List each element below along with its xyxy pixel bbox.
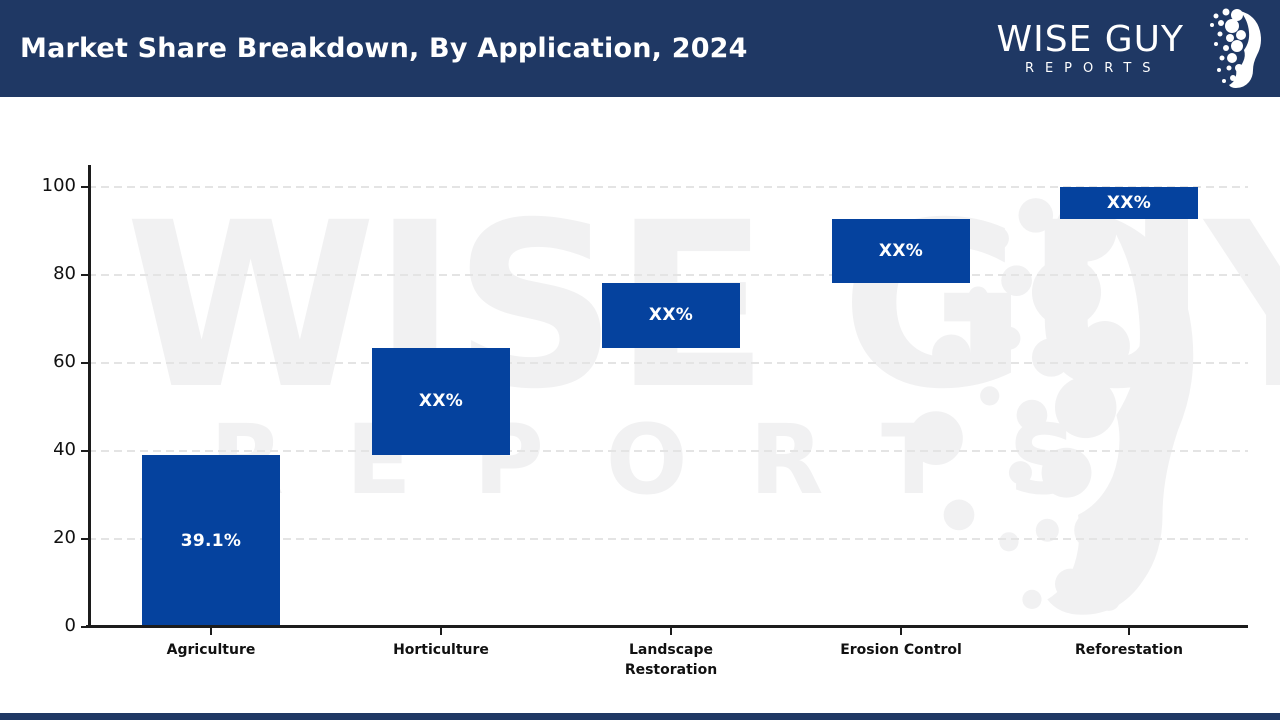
header: Market Share Breakdown, By Application, …: [0, 0, 1280, 97]
bar-value-label: XX%: [418, 391, 464, 412]
gridline: [88, 186, 1248, 188]
x-tick-mark: [440, 628, 442, 635]
bar-agriculture: 39.1%: [142, 454, 280, 627]
y-tick-mark: [81, 362, 88, 364]
x-tick-mark: [210, 628, 212, 635]
y-tick-mark: [81, 450, 88, 452]
bar-value-label: XX%: [1106, 193, 1152, 214]
y-tick-label: 0: [64, 615, 76, 636]
x-tick-mark: [670, 628, 672, 635]
category-label: Landscape Restoration: [624, 642, 718, 679]
bar-erosion-control: XX%: [832, 219, 970, 283]
x-axis-line: [86, 625, 1248, 628]
category-label: Horticulture: [393, 642, 489, 658]
x-tick-mark: [1128, 628, 1130, 635]
bar-value-label: XX%: [648, 305, 694, 326]
y-tick-mark: [81, 274, 88, 276]
logo-word: WISE GUY: [996, 18, 1184, 60]
gridline: [88, 450, 1248, 452]
gridline: [88, 274, 1248, 276]
y-tick-label: 100: [41, 175, 76, 196]
y-tick-label: 20: [53, 527, 76, 548]
logo-subword: REPORTS: [1024, 60, 1162, 76]
y-tick-label: 80: [53, 263, 76, 284]
bar-reforestation: XX%: [1060, 187, 1198, 220]
wiseguy-logo: WISE GUY REPORTS: [997, 5, 1280, 93]
logo-head-icon: [1210, 8, 1261, 88]
bar-value-label: XX%: [878, 241, 924, 261]
bar-value-label: 39.1%: [180, 530, 242, 551]
category-label: Reforestation: [1075, 642, 1183, 658]
y-tick-label: 40: [53, 439, 76, 460]
y-tick-mark: [81, 626, 88, 628]
y-tick-label: 60: [53, 351, 76, 372]
y-tick-mark: [81, 538, 88, 540]
watermark-head-icon: [909, 198, 1194, 615]
y-axis-line: [88, 165, 91, 627]
gridline: [88, 538, 1248, 540]
footer-bar: [0, 713, 1280, 720]
bar-landscape-restoration: XX%: [602, 282, 740, 348]
bar-horticulture: XX%: [372, 347, 510, 455]
x-tick-mark: [900, 628, 902, 635]
page-title: Market Share Breakdown, By Application, …: [20, 33, 748, 64]
category-label: Erosion Control: [840, 642, 962, 658]
plot-area: WISE GUY REPORTS: [0, 97, 1280, 713]
gridline: [88, 362, 1248, 364]
category-label: Agriculture: [166, 642, 256, 658]
logo-wordmark: WISE GUY REPORTS: [996, 18, 1185, 76]
y-tick-mark: [81, 186, 88, 188]
